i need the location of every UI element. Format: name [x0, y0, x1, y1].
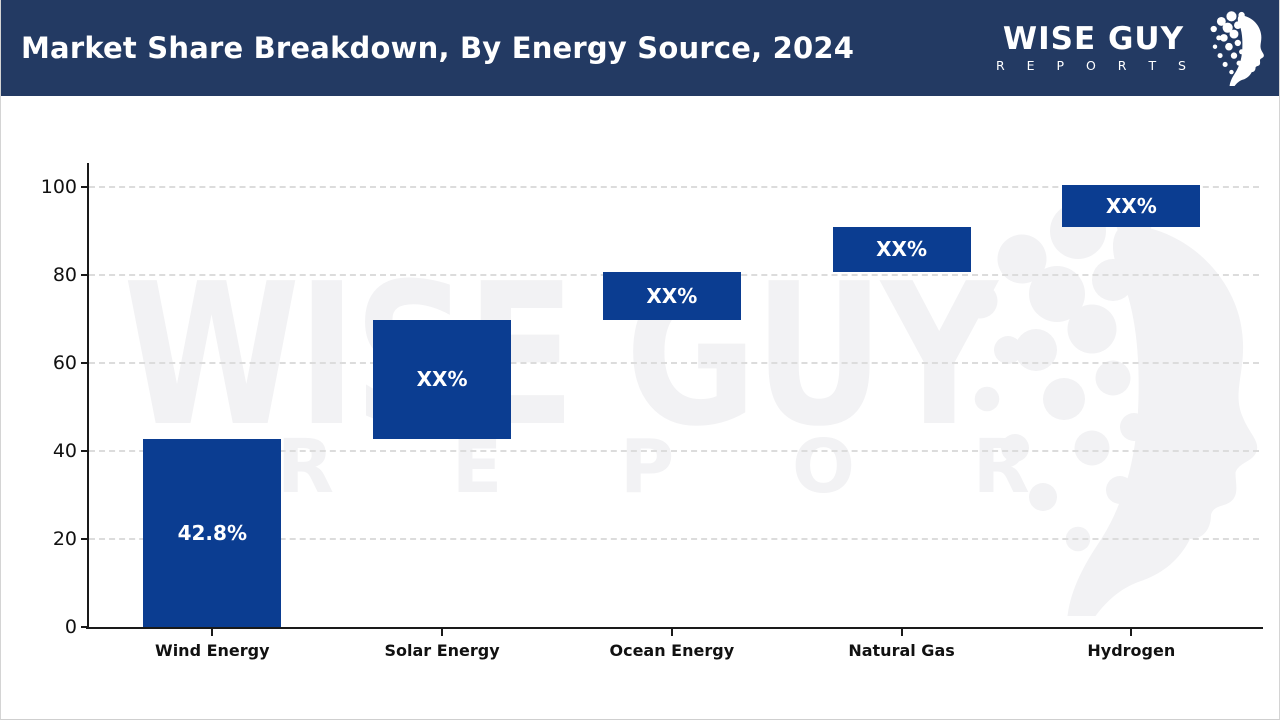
x-axis-line — [86, 627, 1263, 629]
bar-value-label: XX% — [876, 237, 927, 262]
wiseguy-head-icon — [1210, 11, 1264, 86]
y-axis-line — [87, 163, 89, 629]
bar-value-label: XX% — [1105, 193, 1157, 218]
wiseguy-logo: WISE GUY R E P O R T S — [992, 10, 1279, 86]
x-tick-mark — [900, 629, 903, 636]
y-tick-label: 40 — [52, 440, 77, 462]
chart-area: 0 20 40 60 80 100 42.8% XX% XX% XX% XX% Wind Energy… — [1, 96, 1279, 719]
bar — [602, 271, 741, 320]
logo-reports-label: R E P O R T S — [995, 57, 1195, 73]
bar-value-label: XX% — [416, 367, 468, 392]
bar — [832, 226, 971, 272]
gridline — [89, 362, 1259, 364]
y-tick-label: 100 — [40, 176, 77, 198]
logo-name-label: WISE GUY — [1002, 21, 1185, 58]
page-title: Market Share Breakdown, By Energy Source… — [21, 31, 855, 65]
x-tick-mark — [670, 629, 673, 636]
bar — [143, 438, 282, 627]
gridline — [89, 186, 1259, 188]
x-axis-label: Natural Gas — [848, 641, 955, 660]
x-axis-label: Hydrogen — [1087, 641, 1176, 660]
y-tick-label: 20 — [52, 528, 77, 550]
bar — [373, 319, 512, 439]
y-tick-label: 0 — [64, 616, 77, 638]
bar — [1062, 185, 1201, 227]
y-tick-mark — [81, 538, 88, 540]
y-tick-mark — [81, 186, 88, 188]
watermark-face-icon — [962, 203, 1258, 616]
y-tick-mark — [81, 274, 88, 276]
x-axis-label: Solar Energy — [384, 641, 500, 660]
x-axis-label: Ocean Energy — [609, 641, 735, 660]
gridline — [89, 538, 1259, 540]
watermark-wiseguy-text: WISE GUY — [123, 242, 997, 470]
x-axis-label: Wind Energy — [155, 641, 270, 660]
y-tick-label: 60 — [52, 352, 77, 374]
x-tick-mark — [211, 629, 214, 636]
header-bar: Market Share Breakdown, By Energy Source… — [1, 0, 1279, 96]
logo-text: WISE GUY R E P O R T S — [992, 23, 1195, 73]
y-tick-mark — [81, 626, 88, 628]
y-tick-mark — [81, 362, 88, 364]
y-tick-label: 80 — [52, 264, 77, 286]
x-tick-mark — [1130, 629, 1133, 636]
y-tick-mark — [81, 450, 88, 452]
gridline — [89, 450, 1259, 452]
bar-value-label: XX% — [646, 283, 698, 308]
x-tick-mark — [441, 629, 444, 636]
bar-value-label: 42.8% — [177, 520, 247, 545]
